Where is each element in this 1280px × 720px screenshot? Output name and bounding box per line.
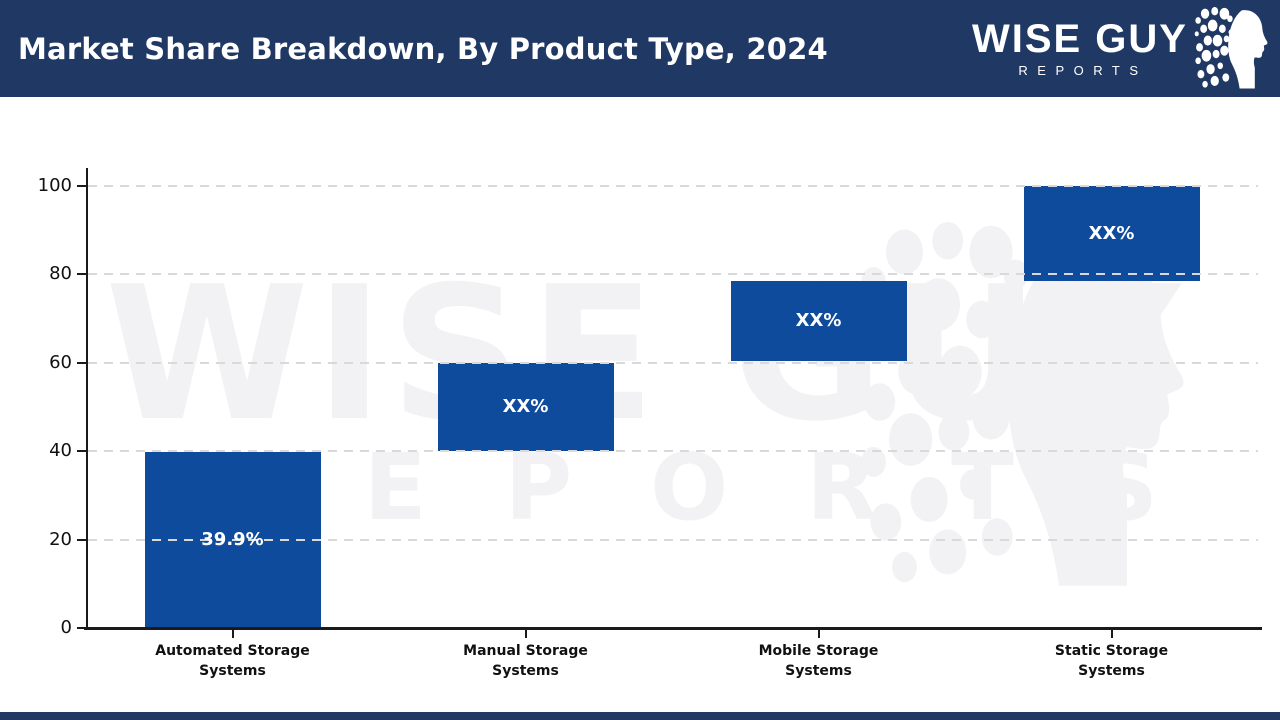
- y-tick: [77, 273, 86, 276]
- category-label: Mobile Storage Systems: [758, 643, 879, 680]
- y-axis-line: [86, 168, 88, 630]
- y-tick-label: 100: [37, 175, 72, 196]
- x-tick: [1110, 630, 1113, 638]
- bar: [437, 362, 614, 452]
- bar: [730, 281, 907, 361]
- y-tick-label: 20: [49, 528, 72, 550]
- category-label: Static Storage Systems: [1054, 643, 1169, 680]
- logo-face-icon: [1194, 6, 1268, 88]
- gridline: [88, 361, 1258, 364]
- x-axis-line: [84, 627, 1262, 630]
- gridline: [88, 185, 1258, 187]
- bar-value-label: XX%: [502, 396, 549, 417]
- y-tick: [77, 361, 86, 364]
- bar-value-label: XX%: [795, 309, 842, 331]
- y-tick-label: 0: [60, 617, 72, 638]
- y-tick-label: 80: [49, 263, 72, 285]
- y-tick: [77, 450, 86, 453]
- bar-value-label: 39.9%: [201, 528, 264, 550]
- chart-title: Market Share Breakdown, By Product Type,…: [18, 31, 828, 66]
- logo-text: WISE GUY REPORTS: [972, 19, 1188, 78]
- logo-wordmark: WISE GUY: [971, 17, 1188, 61]
- watermark-subtitle: REPORTS: [215, 434, 1237, 541]
- y-tick: [77, 185, 86, 187]
- y-tick: [77, 627, 86, 629]
- x-tick: [524, 630, 527, 638]
- wiseguy-logo: WISE GUY REPORTS: [972, 0, 1270, 97]
- footer-accent-bar: [0, 712, 1280, 720]
- y-tick-label: 40: [49, 440, 72, 462]
- y-tick: [77, 538, 86, 541]
- bar: [1023, 186, 1200, 282]
- y-tick-label: 60: [49, 351, 72, 373]
- x-tick: [231, 630, 234, 638]
- category-label: Manual Storage Systems: [463, 643, 588, 680]
- gridline: [88, 273, 1258, 276]
- header-banner: Market Share Breakdown, By Product Type,…: [0, 0, 1280, 97]
- category-label: Automated Storage Systems: [155, 643, 310, 680]
- logo-subtitle: REPORTS: [1018, 63, 1148, 78]
- gridline: [88, 538, 1258, 541]
- bar-value-label: XX%: [1088, 222, 1135, 244]
- gridline: [88, 450, 1258, 453]
- x-tick: [817, 630, 820, 638]
